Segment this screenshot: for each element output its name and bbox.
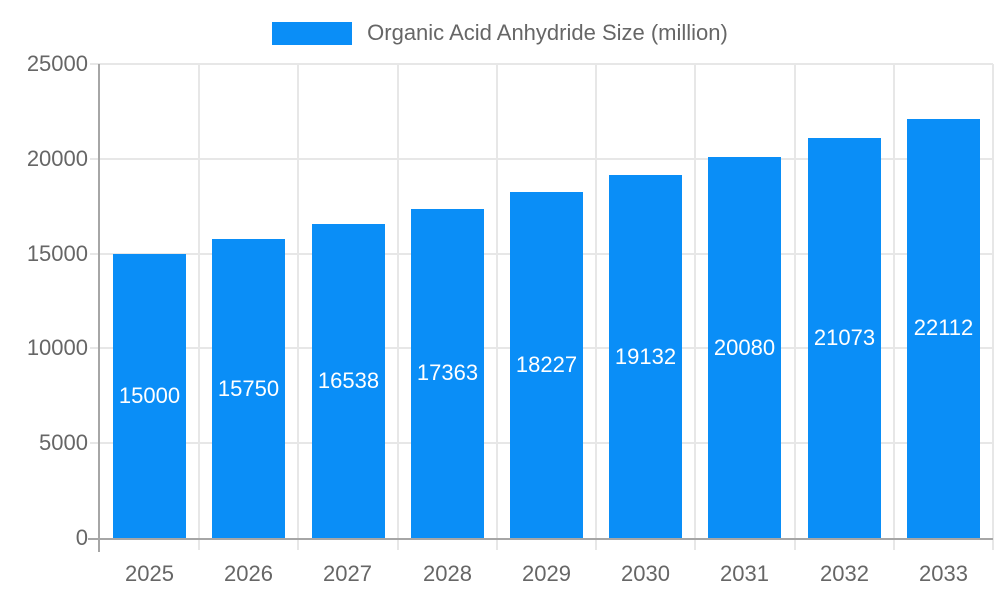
- y-axis-tick: [90, 252, 100, 255]
- x-axis-line: [88, 538, 993, 540]
- gridline-vertical: [495, 64, 498, 538]
- bar-2031: [708, 157, 781, 538]
- x-axis-tick: [297, 538, 300, 550]
- x-axis-tick: [396, 538, 399, 550]
- x-axis-tick: [198, 538, 201, 550]
- x-axis-tick: [595, 538, 598, 550]
- bar-value-label: 15000: [118, 383, 181, 408]
- x-axis-label: 2025: [125, 561, 174, 586]
- y-axis-label: 25000: [26, 51, 88, 76]
- chart-legend: Organic Acid Anhydride Size (million): [0, 20, 1000, 46]
- legend-label: Organic Acid Anhydride Size (million): [367, 20, 728, 45]
- bar-value-label: 17363: [416, 360, 479, 385]
- x-axis-label: 2030: [621, 561, 670, 586]
- x-axis-label: 2027: [323, 561, 372, 586]
- bar-value-label: 22112: [913, 315, 974, 340]
- y-axis-tick: [90, 63, 100, 65]
- gridline-vertical: [694, 64, 697, 538]
- y-axis-label: 0: [75, 525, 88, 550]
- x-axis-label: 2032: [820, 561, 869, 586]
- bar-value-label: 19132: [614, 344, 677, 369]
- x-axis-tick: [495, 538, 498, 550]
- bar-2030: [609, 175, 682, 538]
- bar-2033: [907, 119, 980, 538]
- gridline-vertical: [595, 64, 598, 538]
- gridline-vertical: [198, 64, 201, 538]
- bar-2027: [312, 224, 385, 538]
- x-axis-tick: [793, 538, 796, 550]
- legend-swatch: [272, 21, 353, 45]
- gridline-horizontal: [100, 157, 993, 160]
- x-axis-tick: [992, 538, 994, 550]
- bar-2025: [113, 254, 186, 538]
- gridline-vertical: [992, 64, 994, 538]
- gridline-vertical: [297, 64, 300, 538]
- gridline-vertical: [793, 64, 796, 538]
- y-axis-tick: [90, 347, 100, 350]
- bar-value-label: 15750: [217, 376, 280, 401]
- y-axis-tick: [90, 442, 100, 445]
- x-axis-tick: [892, 538, 895, 550]
- y-axis-line: [98, 64, 100, 552]
- gridline-vertical: [396, 64, 399, 538]
- x-axis-label: 2029: [522, 561, 571, 586]
- x-axis-label: 2031: [720, 561, 769, 586]
- bar-value-label: 20080: [713, 335, 776, 360]
- bar-value-label: 16538: [317, 368, 380, 393]
- bar-value-label: 18227: [515, 352, 578, 377]
- gridline-horizontal: [100, 63, 993, 65]
- bar-2032: [808, 138, 881, 538]
- x-axis-tick: [694, 538, 697, 550]
- x-axis-label: 2026: [224, 561, 273, 586]
- x-axis-label: 2033: [919, 561, 968, 586]
- bar-2028: [411, 209, 484, 538]
- y-axis-label: 20000: [26, 145, 88, 171]
- bar-value-label: 21073: [813, 325, 876, 350]
- y-axis-label: 5000: [39, 430, 88, 456]
- gridline-vertical: [892, 64, 895, 538]
- y-axis-tick: [90, 157, 100, 160]
- bar-2029: [510, 192, 583, 538]
- y-axis-label: 10000: [26, 335, 88, 361]
- x-axis-label: 2028: [423, 561, 472, 586]
- y-axis-label: 15000: [26, 240, 88, 266]
- bar-2026: [212, 239, 285, 538]
